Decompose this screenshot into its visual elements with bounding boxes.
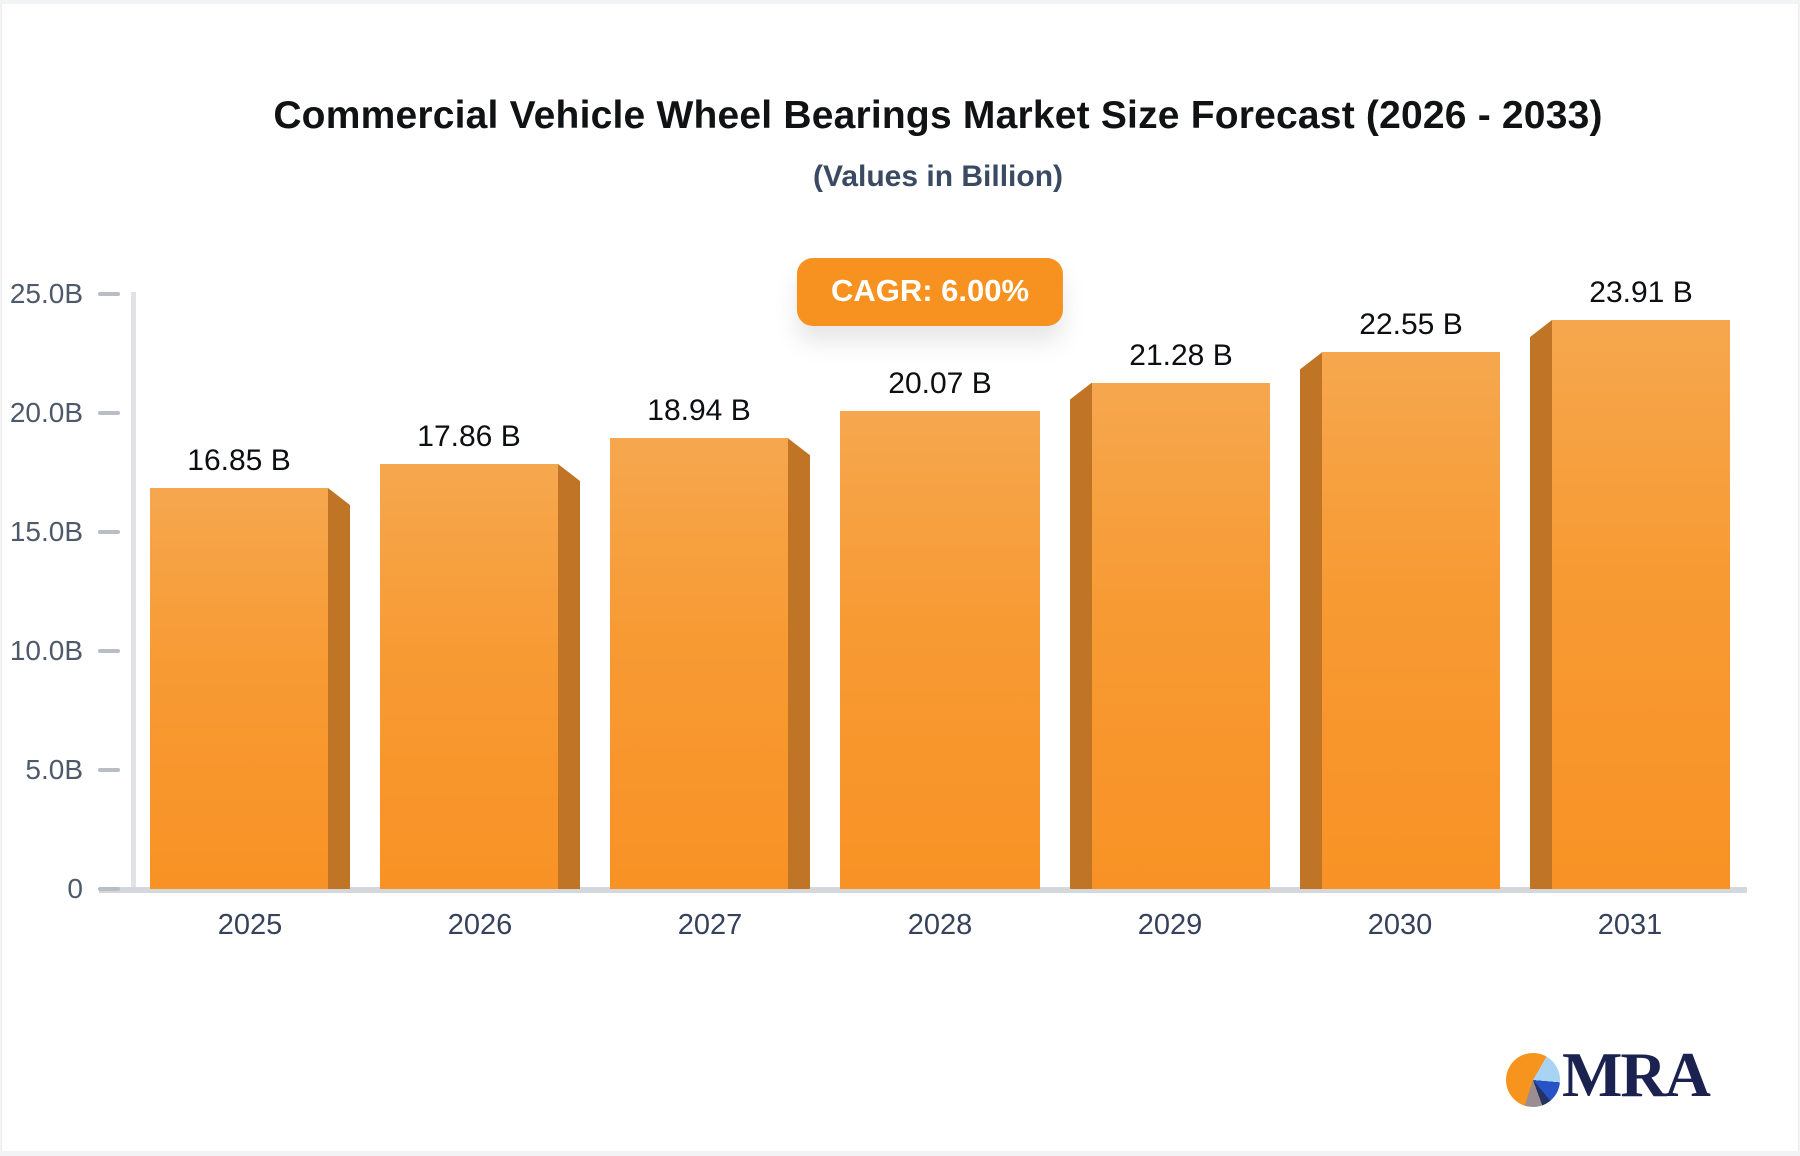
bar-2028[interactable]: 20.07 B	[840, 367, 1040, 889]
brand-logo[interactable]: MRA	[1506, 1038, 1711, 1112]
bar-3d-side-2026	[558, 463, 580, 889]
x-axis-label-2027: 2027	[677, 909, 743, 941]
brand-logo-text: MRA	[1562, 1039, 1711, 1110]
y-tick-mark	[98, 530, 120, 534]
bar-value-label-2027: 18.94 B	[647, 394, 751, 428]
bar-value-label-2031: 23.91 B	[1589, 275, 1693, 309]
x-axis-baseline	[99, 887, 1747, 893]
bar-2027[interactable]: 18.94 B	[610, 394, 810, 889]
x-axis-label-2025: 2025	[217, 909, 283, 941]
bar-value-label-2028: 20.07 B	[888, 367, 992, 401]
bar-value-label-2030: 22.55 B	[1359, 308, 1463, 342]
bar-2025[interactable]: 16.85 B	[150, 444, 350, 889]
x-axis-label-2028: 2028	[907, 909, 973, 941]
bar-3d-side-2029	[1070, 382, 1092, 889]
cagr-badge: CAGR: 6.00%	[796, 258, 1064, 326]
bar-3d-side-2027	[788, 438, 810, 889]
y-tick-15.0B: 15.0B	[2, 517, 1798, 547]
y-tick-0: 0	[2, 874, 1798, 904]
y-tick-label: 5.0B	[25, 754, 83, 785]
y-tick-mark	[98, 411, 120, 415]
bar-face-2030[interactable]	[1322, 352, 1500, 889]
bar-value-label-2026: 17.86 B	[417, 419, 521, 453]
bar-value-label-2029: 21.28 B	[1129, 338, 1233, 372]
bar-face-2027[interactable]	[610, 438, 788, 889]
bar-face-2025[interactable]	[150, 487, 328, 889]
bar-face-2026[interactable]	[380, 463, 558, 889]
y-tick-label: 15.0B	[9, 516, 83, 547]
x-axis-label-2030: 2030	[1367, 909, 1433, 941]
y-tick-mark	[98, 887, 120, 891]
y-tick-mark	[98, 768, 120, 772]
pie-chart-icon	[1506, 1053, 1560, 1107]
y-tick-mark	[98, 649, 120, 653]
chart-title: Commercial Vehicle Wheel Bearings Market…	[273, 94, 1603, 137]
y-tick-label: 0	[67, 873, 83, 904]
y-tick-5.0B: 5.0B	[2, 755, 1798, 785]
chart-card: Commercial Vehicle Wheel Bearings Market…	[1, 4, 1799, 1151]
bar-face-2028[interactable]	[840, 411, 1040, 889]
bar-3d-side-2031	[1530, 319, 1552, 889]
chart-header: Commercial Vehicle Wheel Bearings Market…	[78, 94, 1798, 194]
x-axis-label-2029: 2029	[1137, 909, 1203, 941]
bar-2026[interactable]: 17.86 B	[380, 420, 580, 889]
bar-2029[interactable]: 21.28 B	[1070, 339, 1270, 889]
bar-face-2029[interactable]	[1092, 382, 1270, 889]
bar-3d-side-2025	[328, 487, 350, 889]
y-tick-label: 20.0B	[9, 397, 83, 428]
y-axis-line	[131, 292, 136, 889]
y-tick-10.0B: 10.0B	[2, 636, 1798, 666]
x-axis-label-2026: 2026	[447, 909, 513, 941]
y-tick-25.0B: 25.0B	[2, 279, 1798, 309]
bar-chart: 0 5.0B 10.0B 15.0B 20.0B 25.0B 16.85 B 17.86 B…	[2, 4, 1798, 1151]
plot-area: 16.85 B 17.86 B 18.94 B 20.07 B 21.28 B 22.55…	[135, 276, 1745, 889]
chart-subtitle: (Values in Billion)	[812, 160, 1064, 193]
y-tick-mark	[98, 292, 120, 296]
y-tick-20.0B: 20.0B	[2, 398, 1798, 428]
bar-face-2031[interactable]	[1552, 319, 1730, 889]
bar-value-label-2025: 16.85 B	[187, 443, 291, 477]
y-tick-label: 25.0B	[9, 278, 83, 309]
bar-2030[interactable]: 22.55 B	[1300, 308, 1500, 889]
x-axis-label-2031: 2031	[1597, 909, 1663, 941]
bar-3d-side-2030	[1300, 352, 1322, 889]
bar-2031[interactable]: 23.91 B	[1530, 276, 1730, 889]
y-tick-label: 10.0B	[9, 635, 83, 666]
